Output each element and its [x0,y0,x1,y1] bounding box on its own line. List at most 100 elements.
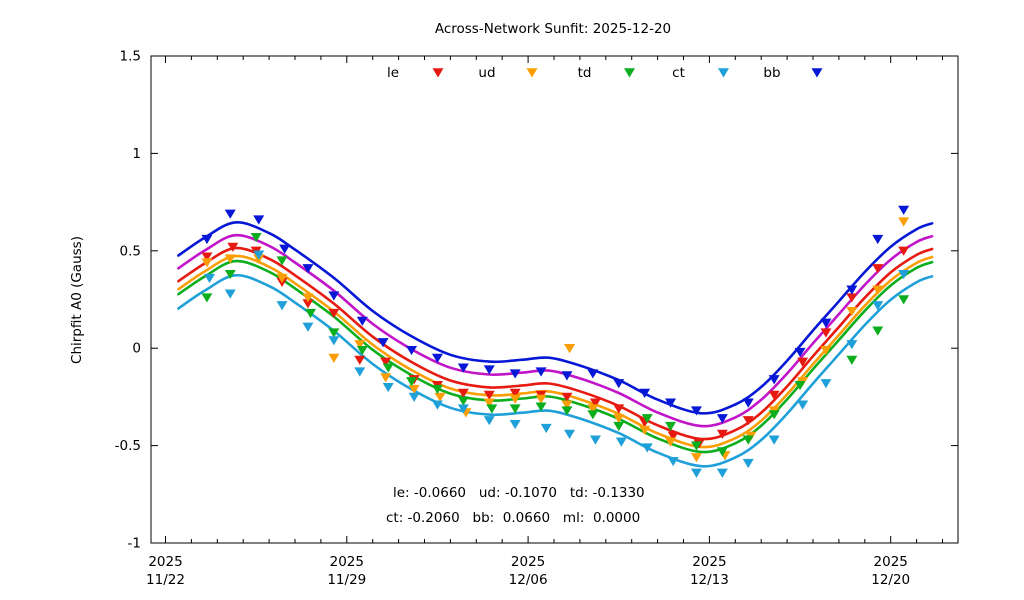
data-point-ct [690,468,702,478]
data-point-le [613,404,625,414]
data-point-bb [224,209,236,219]
data-point-ct [253,250,265,260]
data-point-ct [846,340,858,350]
data-point-ud [201,258,213,268]
data-point-bb [742,398,754,408]
data-point-ud [690,453,702,463]
data-point-ct [564,429,576,439]
data-point-ud [587,404,599,414]
y-tick-label: -1 [128,536,141,552]
data-point-td [768,410,780,420]
data-point-ud [354,340,366,350]
fit-curve-bb [177,221,934,415]
data-point-td [276,256,288,266]
x-tick-label-year: 2025 [330,554,364,570]
fit-curve-ml [177,233,934,428]
data-point-le [380,357,392,367]
data-point-le [898,246,910,256]
data-point-le [201,252,213,262]
data-point-bb [356,316,368,326]
data-point-ct [641,443,653,453]
data-point-ct [457,404,469,414]
data-point-le [483,390,495,400]
x-tick-label-year: 2025 [874,554,908,570]
data-point-ud [535,394,547,404]
fit-offsets-line-1: le: -0.0660 ud: -0.1070 td: -0.1330 [393,485,645,501]
data-point-ud [561,400,573,410]
legend-label-le: le [387,65,399,81]
scatter-series-le [201,242,910,449]
data-point-bb [872,234,884,245]
legend-marker-le [432,68,444,78]
y-tick-label: 0.5 [120,243,141,259]
data-point-ud [613,414,625,424]
data-point-bb [509,369,521,379]
legend-label-ud: ud [478,65,495,81]
data-point-bb [846,285,858,295]
data-point-td [898,295,910,305]
data-point-bb [253,215,265,225]
data-point-ud [898,217,910,227]
data-point-td [305,308,317,319]
data-point-ud [483,398,495,408]
legend-marker-bb [811,68,823,78]
x-tick-label-date: 12/13 [690,572,729,588]
data-point-bb [613,379,625,389]
data-point-le [768,390,780,400]
data-point-ct [509,419,521,430]
data-point-bb [898,205,910,215]
y-tick-label: 1 [132,146,141,162]
data-point-td [250,232,262,243]
data-point-ct [667,456,679,467]
data-point-td [561,406,573,416]
data-point-bb [279,244,291,254]
data-point-td [382,363,394,373]
legend: le ud td ct bb [387,65,823,81]
fit-curve-ud [177,254,934,449]
data-point-ct [872,301,884,311]
x-tick-label-year: 2025 [692,554,726,570]
data-point-ud [276,273,288,284]
legend-marker-td [624,68,635,78]
data-point-ud [665,437,677,447]
y-tick-label: 0 [132,341,141,357]
data-point-ct [540,423,552,434]
scatter-series-ct [204,250,910,478]
legend-label-bb: bb [763,65,780,81]
data-point-ct [589,435,601,445]
data-point-bb [457,363,469,373]
data-point-bb [377,338,389,348]
data-point-bb [587,369,599,379]
data-point-bb [302,264,314,274]
data-point-ud [509,394,521,404]
data-point-le [354,355,366,365]
data-point-ct [797,400,809,410]
data-point-td [356,345,368,356]
legend-label-td: td [578,65,592,81]
data-point-ct [716,468,728,478]
data-point-td [406,377,418,387]
scatter-series-ud [201,217,910,463]
data-point-le [328,308,340,319]
data-point-ct [483,416,495,426]
legend-label-ct: ct [672,65,685,81]
data-point-td [742,435,754,445]
data-point-td [794,381,806,391]
data-point-bb [794,347,806,358]
x-tick-label-year: 2025 [148,554,182,570]
data-point-bb [820,318,832,328]
data-point-td [641,414,653,424]
data-point-ct [276,301,288,311]
data-point-ct [898,269,910,280]
x-tick-label-year: 2025 [511,554,545,570]
data-point-le [846,293,858,303]
data-point-ct [382,382,394,393]
data-point-le [509,388,521,399]
data-point-bb [328,291,340,301]
axis-ticks [151,55,958,544]
data-point-td [613,421,625,432]
data-point-ct [302,322,314,332]
data-point-td [872,326,884,336]
